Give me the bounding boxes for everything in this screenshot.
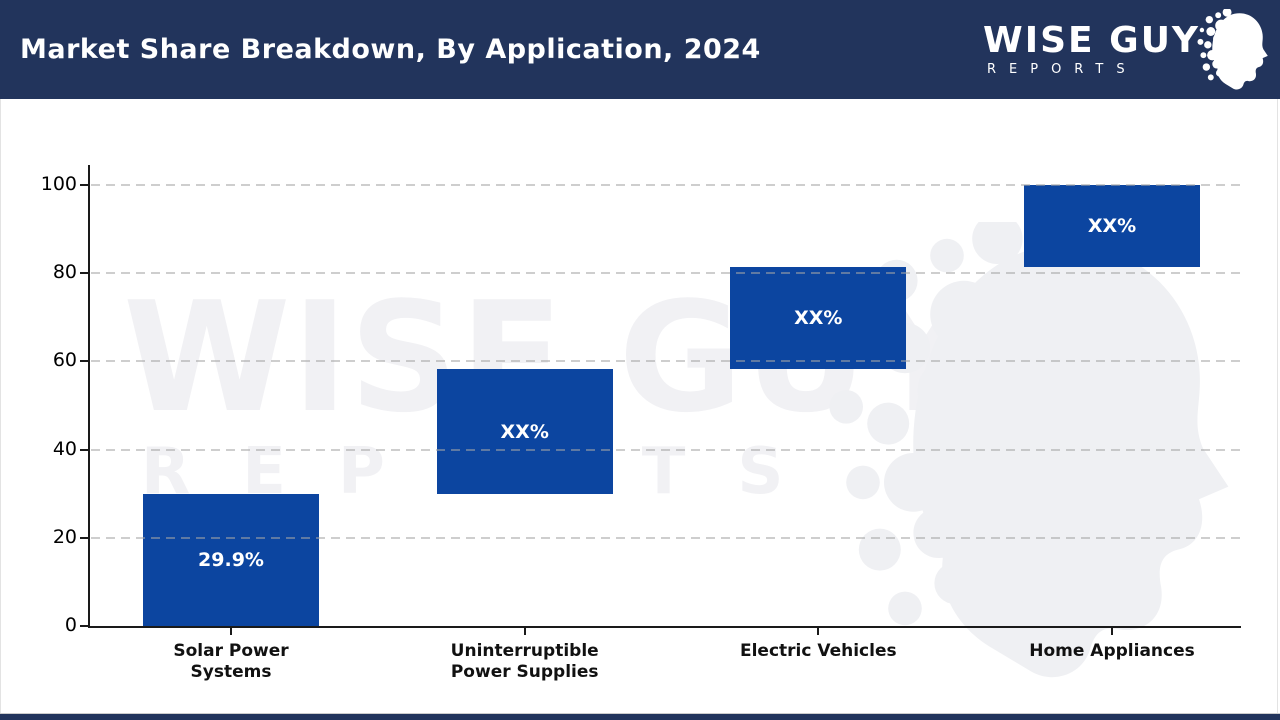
x-category-label-1: Solar Power Systems — [111, 641, 351, 683]
y-gridline-80 — [91, 272, 1241, 275]
y-tick-label-0: 0 — [64, 614, 77, 636]
x-category-label-line: Solar Power — [173, 641, 289, 661]
x-category-label-line: Uninterruptible — [450, 641, 599, 661]
wiseguy-face-watermark-icon — [829, 222, 1229, 678]
x-category-label-line: Home Appliances — [1029, 641, 1195, 661]
header-bar: Market Share Breakdown, By Application, … — [0, 0, 1280, 99]
y-gridline-100 — [91, 184, 1241, 186]
chart-area: WISE GUY REPORTS 29.9%XX%XX%XX%020406080… — [0, 99, 1278, 714]
y-tick-mark-80 — [80, 272, 89, 275]
logo-text: WISE GUY REPORTS — [982, 20, 1200, 78]
y-tick-label-40: 40 — [52, 437, 77, 460]
bar-value-label: 29.9% — [198, 549, 264, 572]
bar-value-label: XX% — [500, 420, 549, 443]
wiseguy-logo: WISE GUY REPORTS — [982, 8, 1270, 91]
x-category-label-line: Electric Vehicles — [739, 641, 897, 661]
y-tick-label-60: 60 — [52, 349, 77, 372]
y-tick-mark-0 — [80, 625, 89, 627]
y-axis-line — [88, 165, 90, 628]
bar-2: XX% — [436, 368, 613, 495]
y-tick-mark-20 — [80, 536, 89, 539]
bar-4: XX% — [1024, 185, 1200, 267]
logo-subtitle: REPORTS — [986, 62, 1138, 77]
x-axis-line — [88, 626, 1241, 628]
footer-bar — [0, 713, 1280, 720]
x-tick-mark-4 — [1111, 628, 1113, 635]
logo-wordmark: WISE GUY — [982, 20, 1200, 61]
y-tick-label-80: 80 — [52, 261, 77, 284]
x-tick-mark-2 — [523, 628, 526, 635]
bar-value-label: XX% — [1087, 214, 1137, 237]
x-category-label-3: Electric Vehicles — [698, 641, 938, 662]
wiseguy-face-logo-icon — [1197, 8, 1268, 89]
y-tick-label-20: 20 — [52, 525, 77, 548]
x-category-label-line: Systems — [190, 662, 272, 682]
x-category-label-line: Power Supplies — [450, 662, 599, 682]
y-gridline-60 — [91, 360, 1241, 363]
x-category-label-2: Uninterruptible Power Supplies — [405, 641, 645, 683]
page-title: Market Share Breakdown, By Application, … — [20, 34, 761, 65]
y-gridline-20 — [91, 536, 1241, 539]
y-tick-mark-60 — [80, 360, 89, 363]
x-tick-mark-1 — [230, 628, 232, 635]
y-gridline-40 — [91, 448, 1241, 451]
bar-3: XX% — [730, 266, 907, 369]
y-tick-mark-40 — [80, 448, 89, 451]
bar-value-label: XX% — [794, 306, 843, 329]
y-tick-mark-100 — [80, 184, 89, 186]
y-tick-label-100: 100 — [40, 173, 77, 195]
bar-1: 29.9% — [143, 494, 319, 626]
x-category-label-4: Home Appliances — [992, 641, 1232, 662]
x-tick-mark-3 — [817, 628, 820, 635]
